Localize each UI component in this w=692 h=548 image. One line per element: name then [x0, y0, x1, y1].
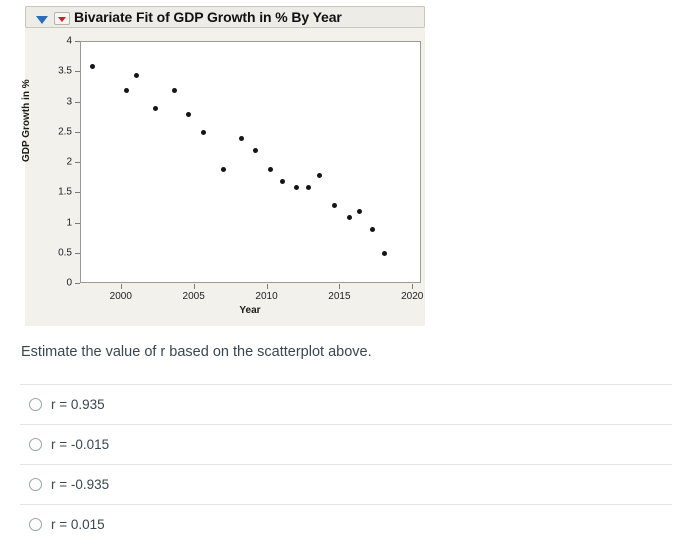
- x-tick-label: 2015: [328, 291, 351, 302]
- data-point: [90, 63, 96, 69]
- y-tick-mark: [75, 101, 80, 103]
- radio-button[interactable]: [29, 518, 42, 531]
- answer-option-label: r = -0.015: [51, 437, 110, 452]
- x-tick-mark: [120, 284, 122, 289]
- y-tick-mark: [75, 222, 80, 224]
- data-point: [332, 202, 338, 208]
- data-point: [356, 208, 362, 214]
- data-point: [381, 251, 387, 257]
- data-point: [200, 130, 206, 136]
- x-tick-label: 2020: [401, 291, 424, 302]
- data-point: [294, 184, 300, 190]
- data-point: [133, 72, 139, 78]
- data-point: [346, 214, 352, 220]
- y-tick-label: 4: [66, 35, 72, 47]
- data-point: [238, 136, 244, 142]
- y-tick-label: 0: [66, 277, 72, 289]
- y-tick-mark: [75, 131, 80, 133]
- data-point: [317, 172, 323, 178]
- x-tick-mark: [339, 284, 341, 289]
- blue-triangle-icon[interactable]: [36, 16, 48, 24]
- y-tick-mark: [75, 162, 80, 163]
- x-tick-mark: [193, 284, 195, 289]
- data-point: [186, 112, 192, 118]
- x-tick-mark: [266, 284, 268, 289]
- x-tick-label: 2000: [109, 291, 132, 302]
- plot-frame: [80, 41, 421, 283]
- answer-option-3[interactable]: r = -0.935: [20, 464, 672, 504]
- y-tick-mark: [75, 41, 80, 42]
- y-tick-label: 3: [66, 96, 72, 107]
- y-tick-label: 2.5: [58, 126, 72, 138]
- y-tick-label: 1: [66, 217, 72, 228]
- data-point: [305, 184, 311, 190]
- data-point: [253, 148, 259, 154]
- data-point: [279, 178, 285, 184]
- red-triangle-menu-icon[interactable]: [54, 12, 70, 25]
- x-tick-label: 2010: [255, 291, 278, 302]
- y-tick-label: 2: [66, 156, 72, 168]
- bivariate-fit-panel: Bivariate Fit of GDP Growth in % By Year…: [21, 6, 425, 326]
- answer-option-2[interactable]: r = -0.015: [20, 424, 672, 464]
- answer-option-label: r = 0.015: [51, 517, 105, 532]
- y-tick-label: 1.5: [58, 186, 72, 198]
- panel-titlebar: Bivariate Fit of GDP Growth in % By Year: [25, 6, 425, 28]
- question-prompt: Estimate the value of r based on the sca…: [21, 344, 372, 360]
- answer-option-label: r = -0.935: [51, 477, 110, 492]
- answer-option-1[interactable]: r = 0.935: [20, 384, 672, 424]
- y-tick-mark: [75, 252, 80, 254]
- y-tick-label: 3.5: [58, 65, 72, 77]
- panel-title: Bivariate Fit of GDP Growth in % By Year: [74, 9, 342, 25]
- answer-option-4[interactable]: r = 0.015: [20, 504, 672, 544]
- answer-option-label: r = 0.935: [51, 397, 105, 412]
- radio-button[interactable]: [29, 438, 42, 451]
- x-axis-title: Year: [239, 305, 261, 316]
- x-tick-mark: [412, 284, 414, 289]
- x-tick-label: 2005: [182, 291, 205, 302]
- data-point: [171, 87, 177, 93]
- scatterplot-chart: GDP Growth in % Year 0 0.5 1 1.5 2 2.5 3 3.5 4 2…: [21, 28, 425, 326]
- y-tick-mark: [75, 283, 80, 284]
- radio-button[interactable]: [29, 398, 42, 411]
- data-point: [152, 106, 158, 112]
- y-axis-title: GDP Growth in %: [21, 79, 32, 162]
- data-point: [267, 166, 273, 172]
- red-triangle-glyph: [58, 17, 66, 22]
- data-point: [221, 166, 227, 172]
- answer-options-list: r = 0.935 r = -0.015 r = -0.935 r = 0.015: [20, 384, 672, 544]
- data-point: [369, 227, 375, 233]
- y-tick-label: 0.5: [58, 247, 72, 259]
- radio-button[interactable]: [29, 478, 42, 491]
- y-tick-mark: [75, 71, 80, 73]
- y-tick-mark: [75, 192, 80, 194]
- data-point: [123, 87, 129, 93]
